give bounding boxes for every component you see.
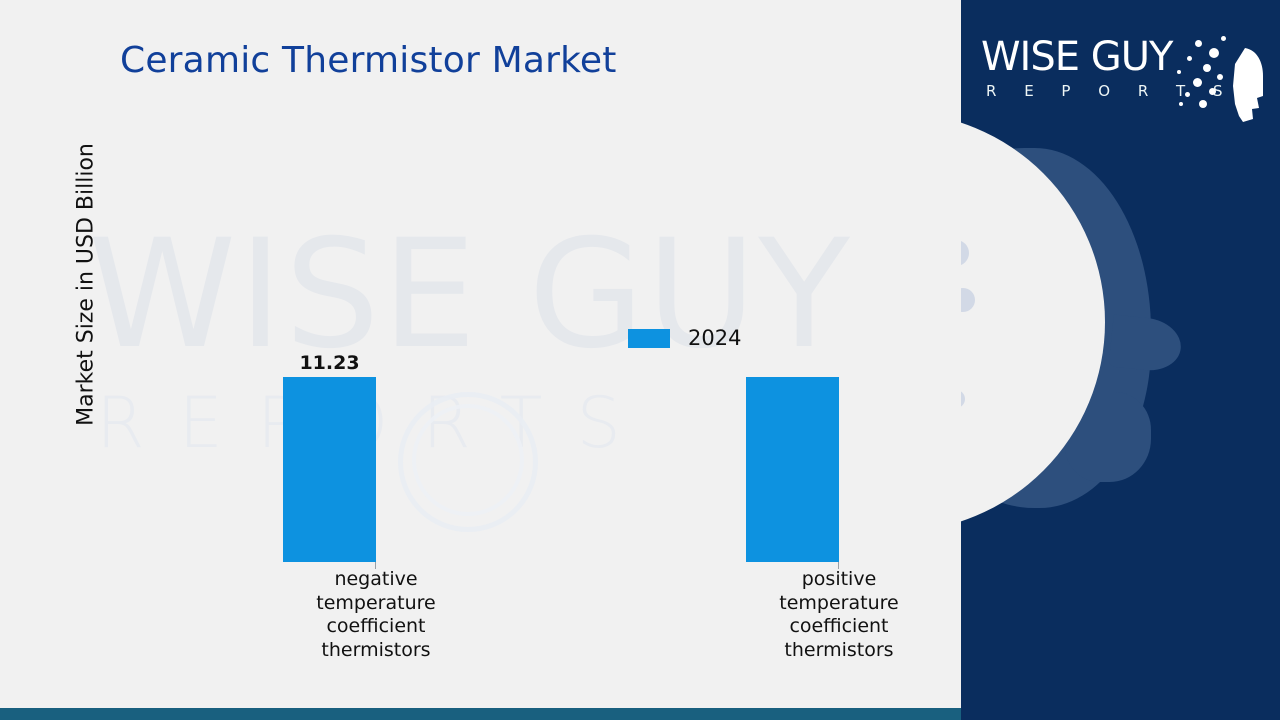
logo-particle-dot (1187, 56, 1192, 61)
logo-particle-dot (1209, 88, 1216, 95)
x-axis-tick (838, 562, 839, 569)
category-label-line: positive (801, 568, 877, 590)
logo-head-svg (1233, 48, 1263, 122)
logo-particle-dot (1177, 70, 1181, 74)
logo-particle-dot (1203, 64, 1211, 72)
category-label-line: temperature (779, 591, 899, 614)
logo-particle-dot (1217, 74, 1223, 80)
category-label-line: thermistors (784, 638, 894, 661)
logo-subtitle: R E P O R T S (986, 82, 1234, 100)
logo-particle-dot (1195, 40, 1202, 47)
head-nose-shape (1108, 314, 1184, 374)
bar-value-label: 11.23 (299, 352, 360, 374)
plot-area: 11.23 negative temperature coefficient t… (281, 352, 934, 662)
category-label-line: negative (334, 568, 418, 590)
bottom-accent-bar-right (961, 708, 1280, 720)
logo-particle-dot (1209, 48, 1219, 58)
x-axis-tick (375, 562, 376, 569)
brand-panel: WISE GUY R E P O R T S (961, 0, 1280, 708)
legend-swatch-2024 (628, 328, 670, 348)
category-label-negative-temperature-coefficient-thermistors: negative temperature coefficient thermis… (281, 568, 471, 662)
brain-dot (961, 240, 969, 266)
logo-particle-dot (1185, 92, 1190, 97)
category-label-positive-temperature-coefficient-thermistors: positive temperature coefficient thermis… (744, 568, 934, 662)
chart-legend[interactable]: 2024 (628, 326, 741, 350)
category-label-line: temperature (316, 591, 436, 614)
category-label-line: coefficient (789, 615, 889, 637)
chart-title: Ceramic Thermistor Market (120, 40, 617, 81)
logo-particle-dot (1193, 78, 1202, 87)
logo-wordmark: WISE GUY (981, 34, 1173, 80)
logo-particle-dot (1221, 36, 1226, 41)
bottom-accent-bar (0, 708, 961, 720)
category-label-line: thermistors (321, 638, 431, 661)
bar-negative-temperature-coefficient-thermistors[interactable] (283, 377, 376, 562)
brain-dot (961, 288, 975, 312)
wiseguy-reports-logo: WISE GUY R E P O R T S (981, 34, 1263, 122)
logo-particle-dot (1179, 102, 1183, 106)
bar-positive-temperature-coefficient-thermistors[interactable] (746, 377, 839, 562)
brain-dot (961, 390, 965, 408)
logo-particle-dot (1199, 100, 1207, 108)
category-label-line: coefficient (326, 615, 426, 637)
logo-head-icon (1219, 46, 1263, 126)
legend-label-2024: 2024 (688, 326, 742, 350)
